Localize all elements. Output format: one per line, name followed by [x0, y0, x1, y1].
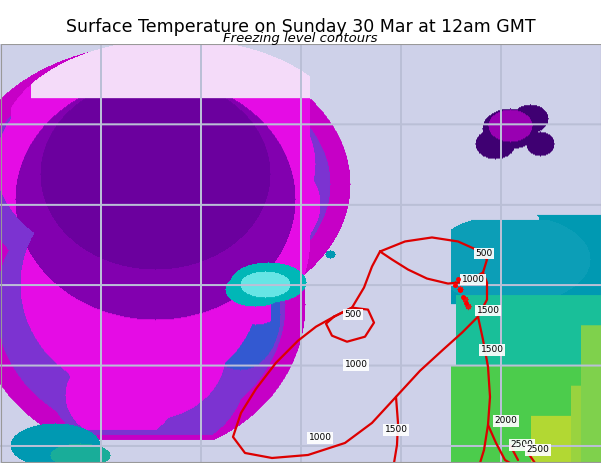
Text: 500: 500	[344, 310, 362, 319]
Text: 1500: 1500	[385, 425, 407, 434]
Text: 2500: 2500	[526, 445, 549, 455]
Text: 500: 500	[475, 249, 493, 258]
Text: 1000: 1000	[308, 433, 332, 443]
Text: 1500: 1500	[477, 306, 499, 315]
Text: 1500: 1500	[481, 345, 504, 354]
Text: 1000: 1000	[462, 275, 484, 284]
Text: Surface Temperature on Sunday 30 Mar at 12am GMT: Surface Temperature on Sunday 30 Mar at …	[66, 18, 535, 36]
Text: 2500: 2500	[511, 440, 534, 450]
Text: 1000: 1000	[344, 360, 367, 369]
Text: Freezing level contours: Freezing level contours	[223, 32, 378, 45]
Text: 2000: 2000	[495, 416, 517, 425]
